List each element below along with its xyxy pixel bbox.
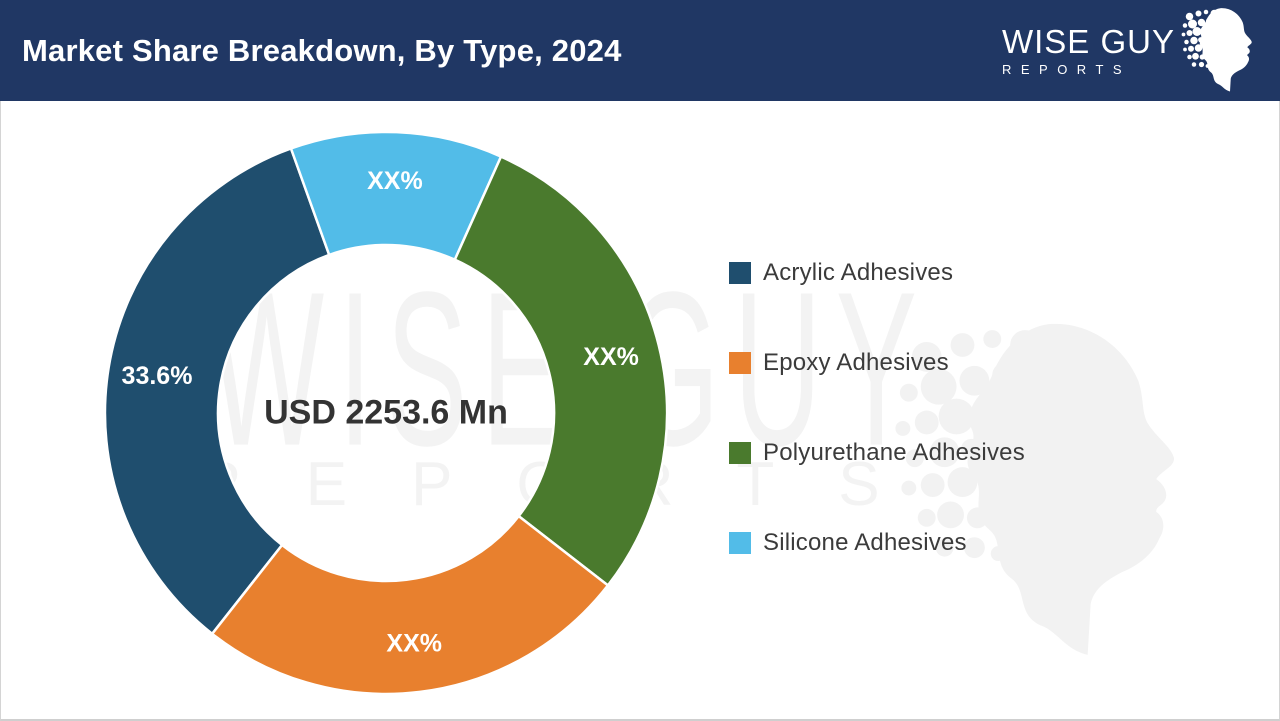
legend-label: Polyurethane Adhesives [763,439,1025,466]
page-title: Market Share Breakdown, By Type, 2024 [22,32,622,68]
chart-center-value: USD 2253.6 Mn [264,393,508,432]
slice-label: XX% [386,629,442,657]
logo-name: WISE GUY [1001,22,1175,60]
slice-label: 33.6% [122,362,193,390]
legend-swatch-icon [729,532,751,554]
legend-item: Acrylic Adhesives [729,228,1025,318]
legend-swatch-icon [729,352,751,374]
legend-item: Silicone Adhesives [729,498,1025,588]
donut-segment-acrylic-adhesives [103,147,331,636]
wise-guy-logo: WISE GUY REPORTS [1002,6,1254,96]
donut-segment-epoxy-adhesives [210,514,610,696]
legend-item: Polyurethane Adhesives [729,408,1025,498]
legend-swatch-icon [729,262,751,284]
logo-face-icon [1181,7,1252,91]
donut-chart: 33.6% XX% XX% XX% [103,130,669,696]
chart-legend: Acrylic Adhesives Epoxy Adhesives Polyuret… [729,228,1025,588]
header-bar: Market Share Breakdown, By Type, 2024 WI… [0,0,1280,101]
legend-item: Epoxy Adhesives [729,318,1025,408]
slice-label: XX% [367,167,423,195]
logo-tagline: REPORTS [1001,61,1132,77]
logo-text: WISE GUY REPORTS [1002,25,1175,77]
legend-label: Silicone Adhesives [763,529,967,556]
legend-label: Acrylic Adhesives [763,259,954,286]
slice-label: XX% [583,343,639,371]
legend-swatch-icon [729,442,751,464]
chart-area: WISE GUY REPORTS 33.6%XX%XX%XX% USD 2253… [0,101,1280,721]
legend-label: Epoxy Adhesives [763,349,949,376]
donut-segment-polyurethane-adhesives [453,155,669,587]
